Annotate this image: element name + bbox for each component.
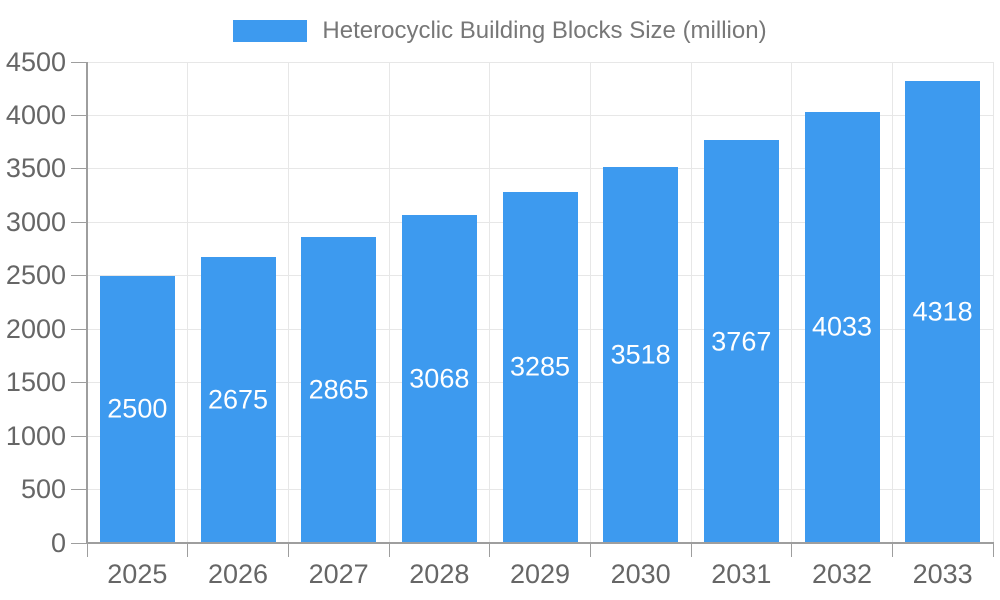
y-axis-tick-label: 500 [20, 474, 66, 505]
x-axis-tick [589, 543, 591, 557]
bar-value-label: 4318 [912, 296, 973, 327]
legend-label: Heterocyclic Building Blocks Size (milli… [322, 17, 767, 44]
bar-value-label: 2675 [207, 384, 269, 415]
x-axis-tick-label: 2025 [107, 559, 168, 589]
y-axis-tick [71, 435, 87, 437]
x-gridline [388, 62, 390, 543]
bar-value-label: 2865 [308, 374, 369, 405]
y-axis-tick [71, 542, 87, 544]
bar-2028 [401, 215, 477, 543]
bar-2032 [804, 111, 880, 543]
x-gridline [690, 62, 692, 543]
y-axis-tick [71, 168, 87, 170]
x-axis-tick-label: 2031 [711, 559, 772, 589]
bar-2027 [301, 236, 377, 543]
y-axis-tick [71, 61, 87, 63]
y-axis-tick-label: 4000 [5, 99, 66, 130]
y-axis-tick-label: 2000 [5, 313, 66, 344]
x-axis-tick-label: 2030 [610, 559, 671, 589]
y-axis-tick [71, 328, 87, 330]
x-axis-tick-label: 2029 [509, 559, 571, 589]
bar-value-label: 3068 [409, 363, 470, 394]
y-axis-tick-label: 0 [50, 527, 66, 558]
y-axis-tick-label: 1500 [5, 367, 66, 398]
x-axis-tick [690, 543, 692, 557]
x-axis-tick [287, 543, 289, 557]
x-gridline [791, 62, 793, 543]
x-axis-tick-label: 2032 [811, 559, 873, 589]
x-gridline [287, 62, 289, 543]
chart-legend[interactable]: Heterocyclic Building Blocks Size (milli… [0, 17, 1000, 44]
x-gridline [589, 62, 591, 543]
y-gridline [87, 61, 993, 63]
x-axis-tick [86, 543, 88, 557]
y-axis-tick-label: 1000 [5, 420, 66, 451]
bar-2030 [603, 166, 679, 543]
bar-value-label: 3767 [711, 326, 772, 357]
y-axis-tick [71, 114, 87, 116]
y-axis-tick-label: 3000 [5, 206, 66, 237]
x-axis-tick [489, 543, 491, 557]
y-axis-line [86, 62, 88, 543]
x-gridline [891, 62, 893, 543]
bar-value-label: 3285 [509, 351, 571, 382]
x-axis-tick [992, 543, 994, 557]
y-axis-tick-label: 3500 [5, 153, 66, 184]
plot-area: 0 500 1000 1500 2000 2500 3000 3500 4000 4500 2500… [6, 48, 994, 589]
bar-value-label: 2500 [107, 393, 168, 424]
y-gridline [87, 168, 993, 170]
y-axis-tick-label: 4500 [5, 46, 66, 77]
x-axis-tick-label: 2033 [912, 559, 973, 589]
x-axis-tick-label: 2027 [308, 559, 369, 589]
y-axis-tick [71, 275, 87, 277]
x-axis-tick [187, 543, 189, 557]
x-axis-tick [791, 543, 793, 557]
bar-2031 [703, 140, 779, 543]
x-axis-line [86, 542, 994, 544]
y-gridline [87, 114, 993, 116]
bar-2033 [905, 81, 981, 543]
y-axis-tick [71, 489, 87, 491]
x-axis-tick [891, 543, 893, 557]
bar-2026 [200, 257, 276, 543]
y-axis-tick [71, 382, 87, 384]
bar-2025 [99, 275, 175, 543]
legend-swatch [233, 20, 308, 43]
x-gridline [187, 62, 189, 543]
bar-2029 [502, 191, 578, 543]
x-axis-tick [388, 543, 390, 557]
x-gridline [489, 62, 491, 543]
x-axis-tick-label: 2026 [207, 559, 269, 589]
x-gridline [992, 62, 994, 543]
y-axis-tick-label: 2500 [5, 260, 66, 291]
y-axis-tick [71, 221, 87, 223]
bar-value-label: 4033 [811, 311, 873, 342]
x-axis-tick-label: 2028 [409, 559, 470, 589]
bar-value-label: 3518 [610, 339, 671, 370]
